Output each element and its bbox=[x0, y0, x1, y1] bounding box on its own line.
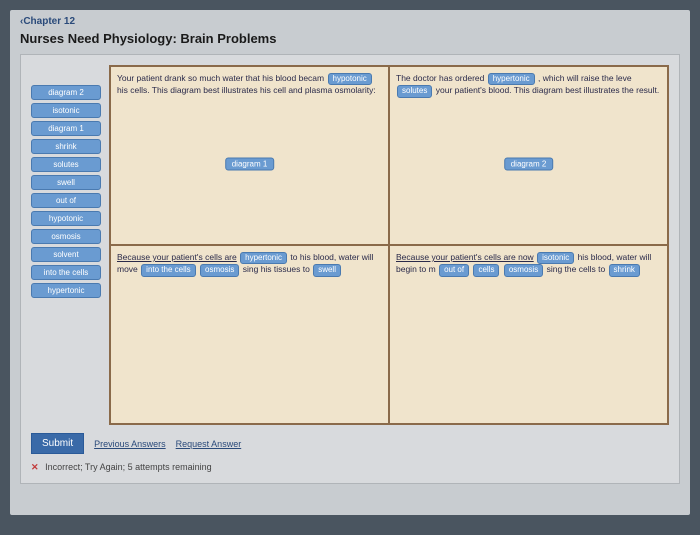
dropped-chip[interactable]: isotonic bbox=[537, 252, 574, 264]
text: sing his tissues to bbox=[243, 264, 310, 274]
dropped-chip[interactable]: solutes bbox=[397, 85, 432, 97]
chip-diagram-2[interactable]: diagram 2 bbox=[31, 85, 101, 100]
exercise-panel: diagram 2 isotonic diagram 1 shrink solu… bbox=[20, 54, 680, 484]
dropped-chip[interactable]: hypertonic bbox=[240, 252, 287, 264]
text: Your patient drank so much water that hi… bbox=[117, 73, 324, 83]
dropped-chip[interactable]: shrink bbox=[609, 264, 640, 276]
cell-tl-text: Your patient drank so much water that hi… bbox=[117, 73, 382, 96]
dropped-chip[interactable]: cells bbox=[473, 264, 499, 276]
text: his cells. This diagram best illustrates… bbox=[117, 85, 376, 95]
chip-diagram-1[interactable]: diagram 1 bbox=[31, 121, 101, 136]
chip-solvent[interactable]: solvent bbox=[31, 247, 101, 262]
cell-tr-text: The doctor has ordered hypertonic , whic… bbox=[396, 73, 661, 98]
chip-hypotonic[interactable]: hypotonic bbox=[31, 211, 101, 226]
dropped-chip[interactable]: swell bbox=[313, 264, 341, 276]
cell-top-right[interactable]: The doctor has ordered hypertonic , whic… bbox=[389, 66, 668, 245]
breadcrumb[interactable]: ‹Chapter 12 bbox=[10, 10, 690, 29]
request-answer-link[interactable]: Request Answer bbox=[176, 439, 242, 449]
dropped-chip[interactable]: hypotonic bbox=[328, 73, 372, 85]
chip-isotonic[interactable]: isotonic bbox=[31, 103, 101, 118]
text: your patient's blood. This diagram best … bbox=[436, 85, 660, 95]
text: , which will raise the leve bbox=[538, 73, 632, 83]
dropped-chip[interactable]: into the cells bbox=[141, 264, 195, 276]
cell-bottom-right[interactable]: Because your patient's cells are now iso… bbox=[389, 245, 668, 424]
chip-into-the-cells[interactable]: into the cells bbox=[31, 265, 101, 280]
chip-solutes[interactable]: solutes bbox=[31, 157, 101, 172]
chip-swell[interactable]: swell bbox=[31, 175, 101, 190]
chip-osmosis[interactable]: osmosis bbox=[31, 229, 101, 244]
dropped-chip[interactable]: osmosis bbox=[200, 264, 239, 276]
text: Because your patient's cells are bbox=[117, 252, 237, 262]
chip-shrink[interactable]: shrink bbox=[31, 139, 101, 154]
cell-top-left[interactable]: Your patient drank so much water that hi… bbox=[110, 66, 389, 245]
dropped-diagram-1[interactable]: diagram 1 bbox=[225, 158, 275, 171]
submit-button[interactable]: Submit bbox=[31, 433, 84, 454]
drop-grid: Your patient drank so much water that hi… bbox=[109, 65, 669, 425]
chip-tray: diagram 2 isotonic diagram 1 shrink solu… bbox=[31, 65, 101, 425]
incorrect-icon: ✕ bbox=[31, 462, 39, 472]
cell-bottom-left[interactable]: Because your patient's cells are hyperto… bbox=[110, 245, 389, 424]
chip-hypertonic[interactable]: hypertonic bbox=[31, 283, 101, 298]
dropped-diagram-2[interactable]: diagram 2 bbox=[504, 158, 554, 171]
footer: Submit Previous Answers Request Answer ✕… bbox=[31, 433, 669, 473]
chip-out-of[interactable]: out of bbox=[31, 193, 101, 208]
cell-br-text: Because your patient's cells are now iso… bbox=[396, 252, 661, 277]
cell-bl-text: Because your patient's cells are hyperto… bbox=[117, 252, 382, 277]
page-title: Nurses Need Physiology: Brain Problems bbox=[10, 29, 690, 54]
text: Because your patient's cells are now bbox=[396, 252, 534, 262]
feedback-text: Incorrect; Try Again; 5 attempts remaini… bbox=[45, 462, 212, 472]
text: sing the cells to bbox=[547, 264, 606, 274]
text: The doctor has ordered bbox=[396, 73, 484, 83]
previous-answers-link[interactable]: Previous Answers bbox=[94, 439, 166, 449]
dropped-chip[interactable]: osmosis bbox=[504, 264, 543, 276]
dropped-chip[interactable]: hypertonic bbox=[488, 73, 535, 85]
dropped-chip[interactable]: out of bbox=[439, 264, 469, 276]
feedback-message: ✕ Incorrect; Try Again; 5 attempts remai… bbox=[31, 462, 669, 473]
